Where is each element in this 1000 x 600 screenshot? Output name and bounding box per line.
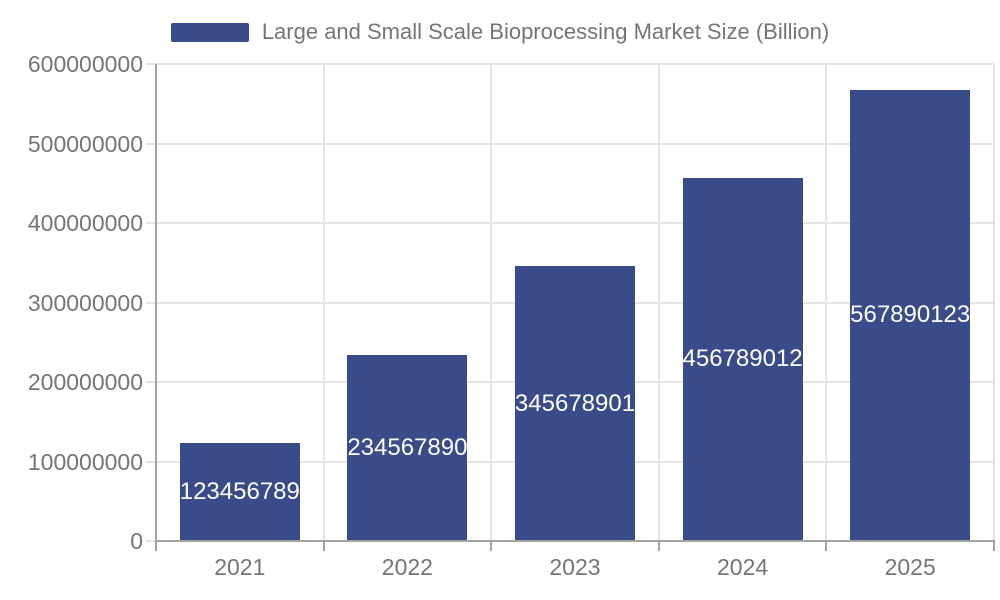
y-tick-label: 600000000 (27, 51, 143, 77)
y-tick-label: 100000000 (27, 448, 143, 475)
x-axis-tick (490, 541, 493, 551)
x-tick-label: 2022 (381, 554, 433, 580)
y-tick-label: 500000000 (27, 130, 143, 157)
x-tick-label: 2025 (884, 554, 936, 580)
x-axis-tick (322, 541, 325, 551)
plot-area: 123456789 234567890 345678901 456789012 5678… (155, 63, 995, 542)
bar-value-label: 123456789 (179, 477, 300, 505)
y-tick-label: 200000000 (27, 369, 143, 395)
x-tick-label: 2023 (549, 554, 601, 580)
y-axis-tick (146, 540, 156, 542)
y-axis-tick (146, 142, 156, 145)
bar-value-label: 456789012 (682, 345, 803, 373)
bar-value-label: 234567890 (347, 433, 468, 461)
y-axis-tick (146, 381, 156, 383)
x-axis-line (155, 540, 995, 542)
bar (682, 177, 803, 541)
legend[interactable]: Large and Small Scale Bioprocessing Mark… (0, 19, 1000, 44)
gridline-vertical (490, 64, 493, 541)
x-tick-label: 2024 (717, 554, 769, 580)
gridline-horizontal (156, 142, 994, 145)
x-tick-label: 2021 (214, 554, 266, 580)
x-axis-tick (993, 541, 995, 551)
gridline-vertical (993, 64, 995, 541)
y-tick-label: 300000000 (27, 289, 143, 316)
gridline-vertical (322, 64, 325, 541)
gridline-vertical (825, 64, 828, 541)
y-axis-tick (146, 63, 156, 65)
y-axis-line (155, 64, 157, 541)
y-tick-label: 400000000 (27, 210, 143, 236)
legend-label: Large and Small Scale Bioprocessing Mark… (261, 19, 830, 44)
bar-value-label: 567890123 (850, 301, 971, 329)
bar (179, 442, 300, 541)
y-axis-tick (146, 301, 156, 304)
bar (347, 354, 468, 541)
bar (850, 89, 971, 541)
gridline-horizontal (156, 63, 994, 65)
gridline-vertical (657, 64, 660, 541)
y-axis-tick (146, 222, 156, 224)
bar-value-label: 345678901 (514, 389, 636, 417)
y-tick-label: 0 (130, 528, 143, 554)
gridline-horizontal (156, 222, 994, 224)
bar (515, 266, 635, 541)
x-axis-tick (155, 541, 157, 551)
x-axis-tick (825, 541, 828, 551)
y-axis-tick (146, 460, 156, 463)
x-axis-tick (657, 541, 660, 551)
legend-swatch (170, 22, 249, 42)
